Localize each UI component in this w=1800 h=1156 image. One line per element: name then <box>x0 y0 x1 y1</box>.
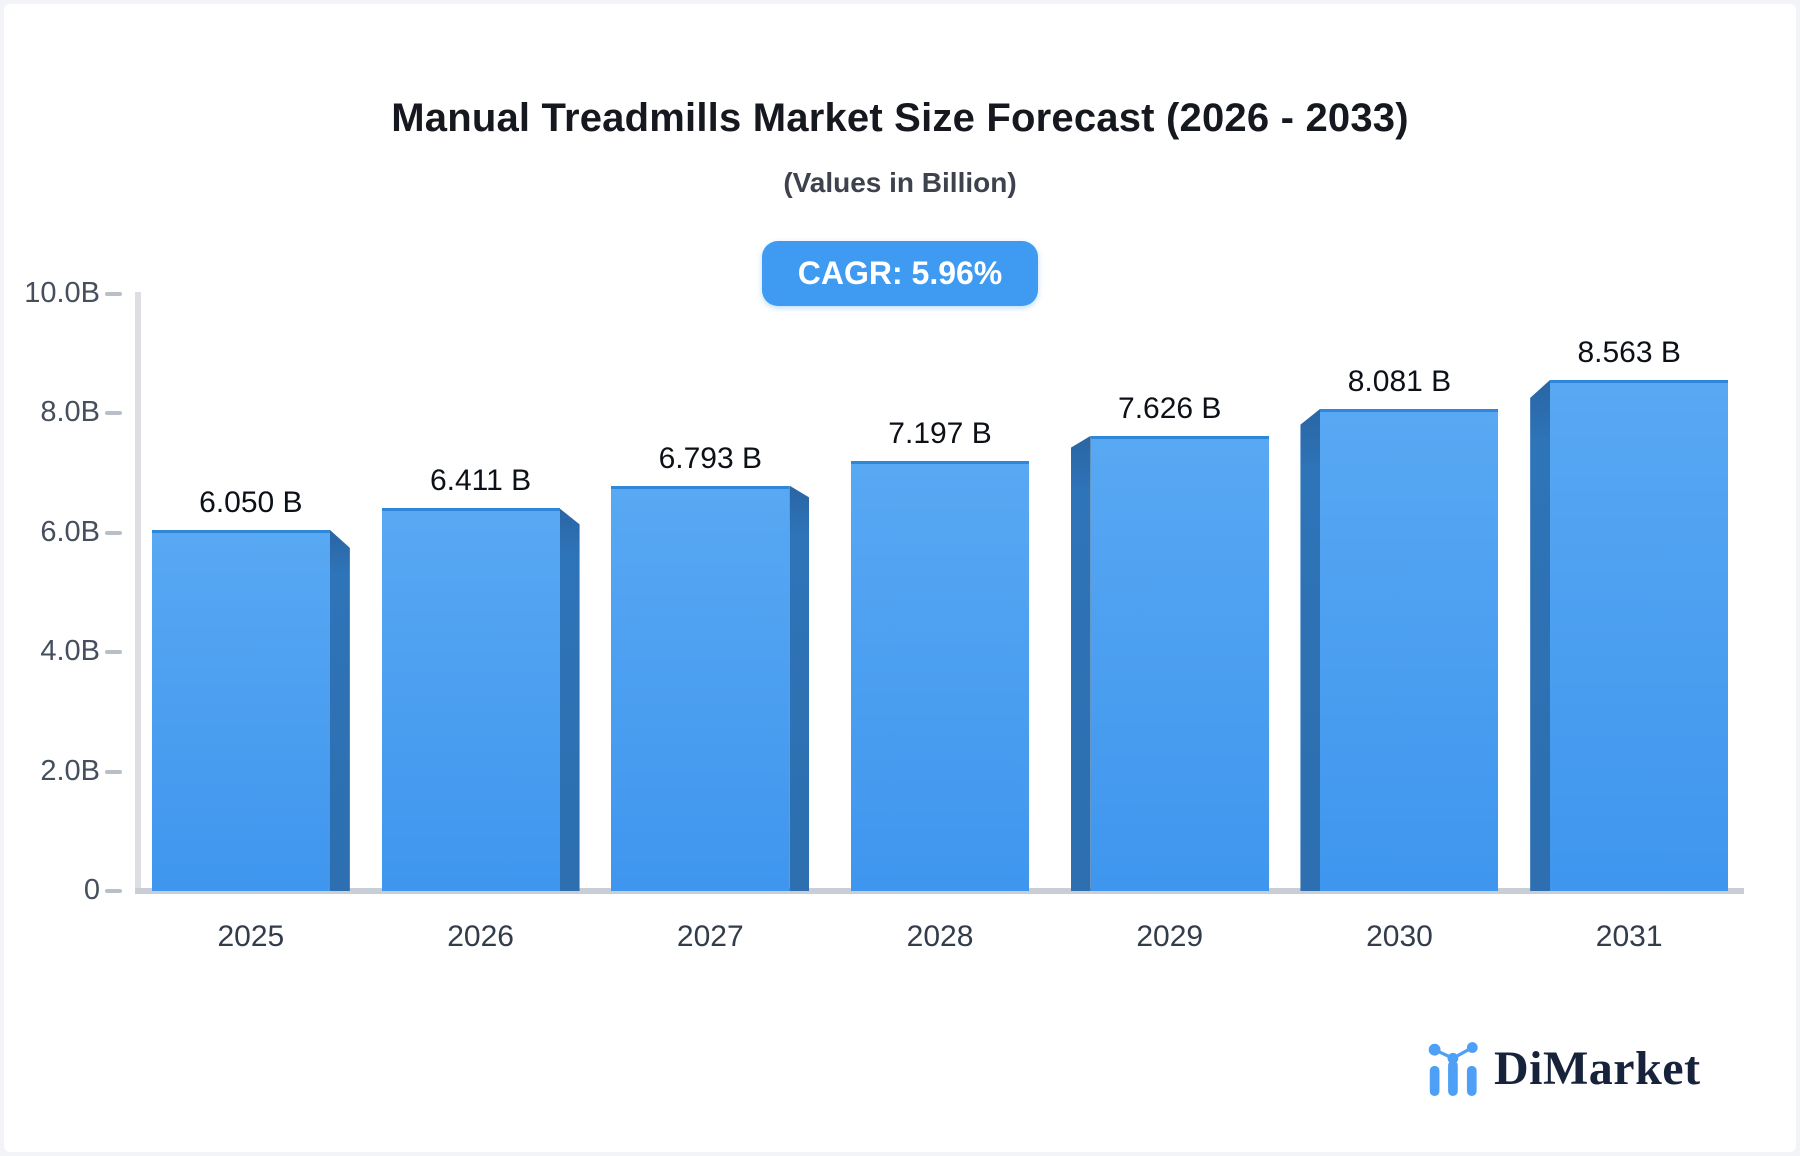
bar-value-label: 8.563 B <box>1577 335 1681 369</box>
bar-face <box>1550 379 1729 891</box>
bar-face <box>1090 435 1269 891</box>
chart-subtitle: (Values in Billion) <box>783 167 1017 198</box>
bar-face <box>151 529 330 891</box>
bar-value-label: 6.050 B <box>199 485 303 519</box>
y-tick-mark <box>105 650 122 655</box>
y-tick-mark <box>105 530 122 535</box>
bar-slot-2030: 8.081 B <box>1285 294 1515 891</box>
bar-slot-2031: 8.563 B <box>1514 294 1744 891</box>
bar-2030[interactable] <box>1300 408 1499 891</box>
bar-value-label: 7.197 B <box>888 417 992 451</box>
y-tick-label: 10.0B <box>24 277 100 309</box>
y-tick-label: 6.0B <box>40 515 100 548</box>
bar-side-face <box>1530 379 1551 891</box>
brand-logo[interactable]: DiMarket <box>1428 1040 1701 1096</box>
x-axis-baseline <box>135 888 1744 894</box>
bar-face <box>851 461 1030 891</box>
x-tick-label: 2028 <box>906 920 974 953</box>
bar-value-label: 7.626 B <box>1118 391 1222 425</box>
x-tick-label: 2025 <box>217 920 285 953</box>
y-tick-mark <box>105 411 122 416</box>
y-tick-mark <box>105 292 122 296</box>
x-tick-label: 2029 <box>1136 920 1204 953</box>
bar-chart-sparkline-icon <box>1428 1042 1478 1096</box>
x-axis: 2025 2026 2027 2028 2029 2030 2031 <box>136 920 1744 954</box>
bar-2026[interactable] <box>381 508 580 891</box>
bar-side-face <box>789 485 810 891</box>
bar-2027[interactable] <box>611 485 810 891</box>
bar-side-face <box>1070 435 1091 891</box>
bar-side-face <box>1300 408 1321 891</box>
bar-side-face <box>559 508 580 891</box>
y-tick-label: 8.0B <box>40 396 100 429</box>
bar-slot-2027: 6.793 B <box>595 294 825 891</box>
bar-value-label: 6.793 B <box>658 441 762 475</box>
y-tick-label: 0 <box>83 874 100 906</box>
chart-header: Manual Treadmills Market Size Forecast (… <box>4 4 1796 306</box>
x-tick-label: 2031 <box>1595 920 1663 953</box>
bar-value-label: 6.411 B <box>429 464 532 498</box>
chart-card: Manual Treadmills Market Size Forecast (… <box>4 4 1796 1152</box>
bar-slot-2025: 6.050 B <box>136 294 366 891</box>
bar-slot-2026: 6.411 B <box>366 294 596 891</box>
bar-slot-2029: 7.626 B <box>1055 294 1285 891</box>
y-axis-line <box>135 292 141 894</box>
cagr-badge: CAGR: 5.96% <box>761 241 1039 306</box>
bar-slot-2028: 7.197 B <box>825 294 1055 891</box>
bar-face <box>611 485 790 891</box>
y-tick-mark <box>105 889 122 893</box>
bar-face <box>1320 408 1499 891</box>
bar-face <box>381 508 560 891</box>
y-tick-label: 2.0B <box>40 754 100 787</box>
x-tick-label: 2030 <box>1366 920 1433 953</box>
bar-value-label: 8.081 B <box>1347 364 1452 398</box>
bar-2031[interactable] <box>1530 379 1729 891</box>
chart-title: Manual Treadmills Market Size Forecast (… <box>391 96 1409 140</box>
x-tick-label: 2027 <box>676 920 744 953</box>
plot-area: 6.050 B 6.411 B 6.793 B 7.197 B 7.626 B 8.081… <box>136 294 1744 891</box>
x-tick-label: 2026 <box>447 920 514 953</box>
y-tick-label: 4.0B <box>40 635 100 668</box>
bar-side-face <box>329 529 350 891</box>
y-tick-mark <box>105 769 122 774</box>
brand-logo-text: DiMarket <box>1494 1041 1701 1095</box>
bar-2025[interactable] <box>151 529 350 891</box>
bar-2028[interactable] <box>851 461 1030 891</box>
bar-2029[interactable] <box>1070 435 1269 891</box>
